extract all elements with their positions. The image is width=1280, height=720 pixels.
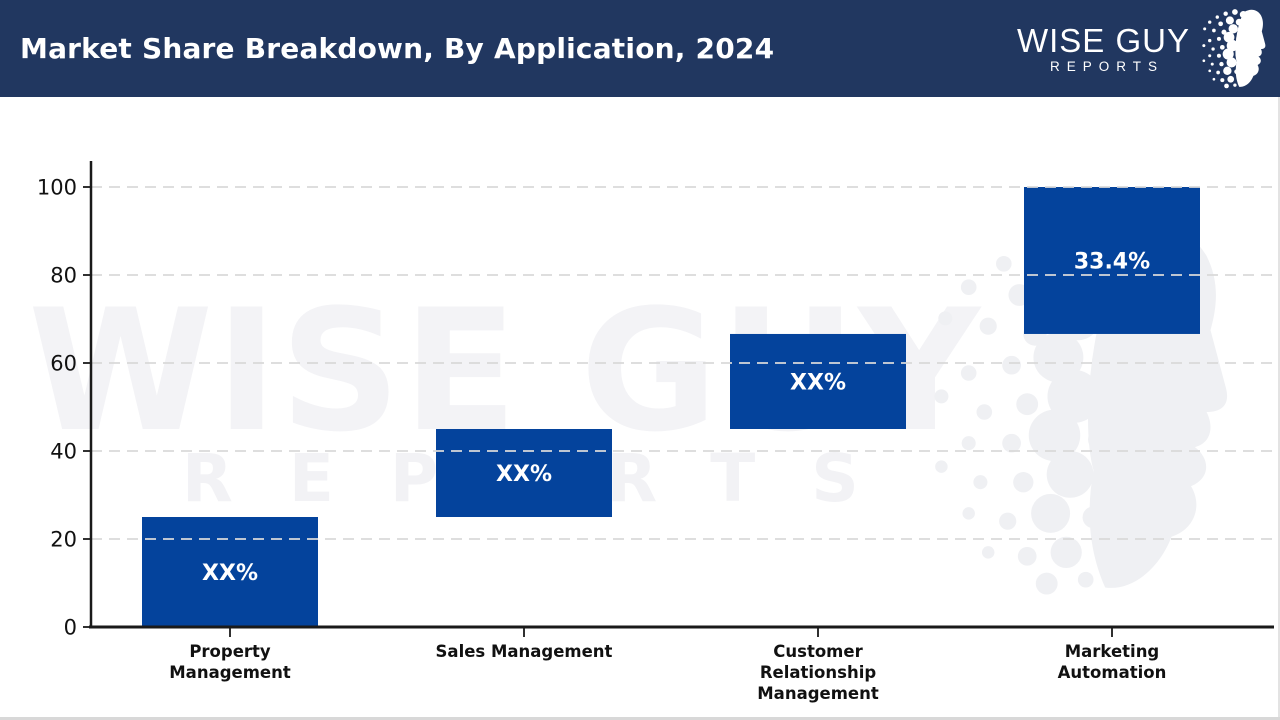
chart-area: WISE GUY REPORTS 020406080100XX%XX%XX%33… xyxy=(0,97,1280,720)
bar-value-label-3: XX% xyxy=(790,370,846,395)
waterfall-bar-3 xyxy=(730,333,906,429)
logo-text: WISE GUY REPORTS xyxy=(1017,24,1190,74)
logo-name: WISE GUY xyxy=(1016,21,1190,59)
bar-value-label-4: 33.4% xyxy=(1074,249,1150,274)
header-bar: Market Share Breakdown, By Application, … xyxy=(0,0,1280,97)
bar-value-label-1: XX% xyxy=(202,561,258,586)
bottom-border xyxy=(0,717,1280,720)
y-tick-label-100: 100 xyxy=(37,176,77,200)
waterfall-bar-1 xyxy=(142,517,318,627)
y-tick-label-40: 40 xyxy=(50,440,77,464)
waterfall-bar-2 xyxy=(436,429,612,517)
page-title: Market Share Breakdown, By Application, … xyxy=(20,32,775,65)
logo-face-icon xyxy=(1202,8,1266,88)
wise-guy-logo: WISE GUY REPORTS xyxy=(1017,7,1266,91)
y-tick-label-60: 60 xyxy=(50,352,77,376)
waterfall-bar-4 xyxy=(1024,187,1200,334)
y-tick-label-0: 0 xyxy=(64,616,77,640)
logo-tagline: REPORTS xyxy=(1049,58,1164,74)
y-tick-label-20: 20 xyxy=(50,528,77,552)
y-tick-label-80: 80 xyxy=(50,264,77,288)
waterfall-chart: 0 20 40 60 80 100 XX% XX% XX% 33.4% xyxy=(37,161,1274,640)
bar-value-label-2: XX% xyxy=(496,462,552,487)
right-border xyxy=(1278,97,1280,720)
